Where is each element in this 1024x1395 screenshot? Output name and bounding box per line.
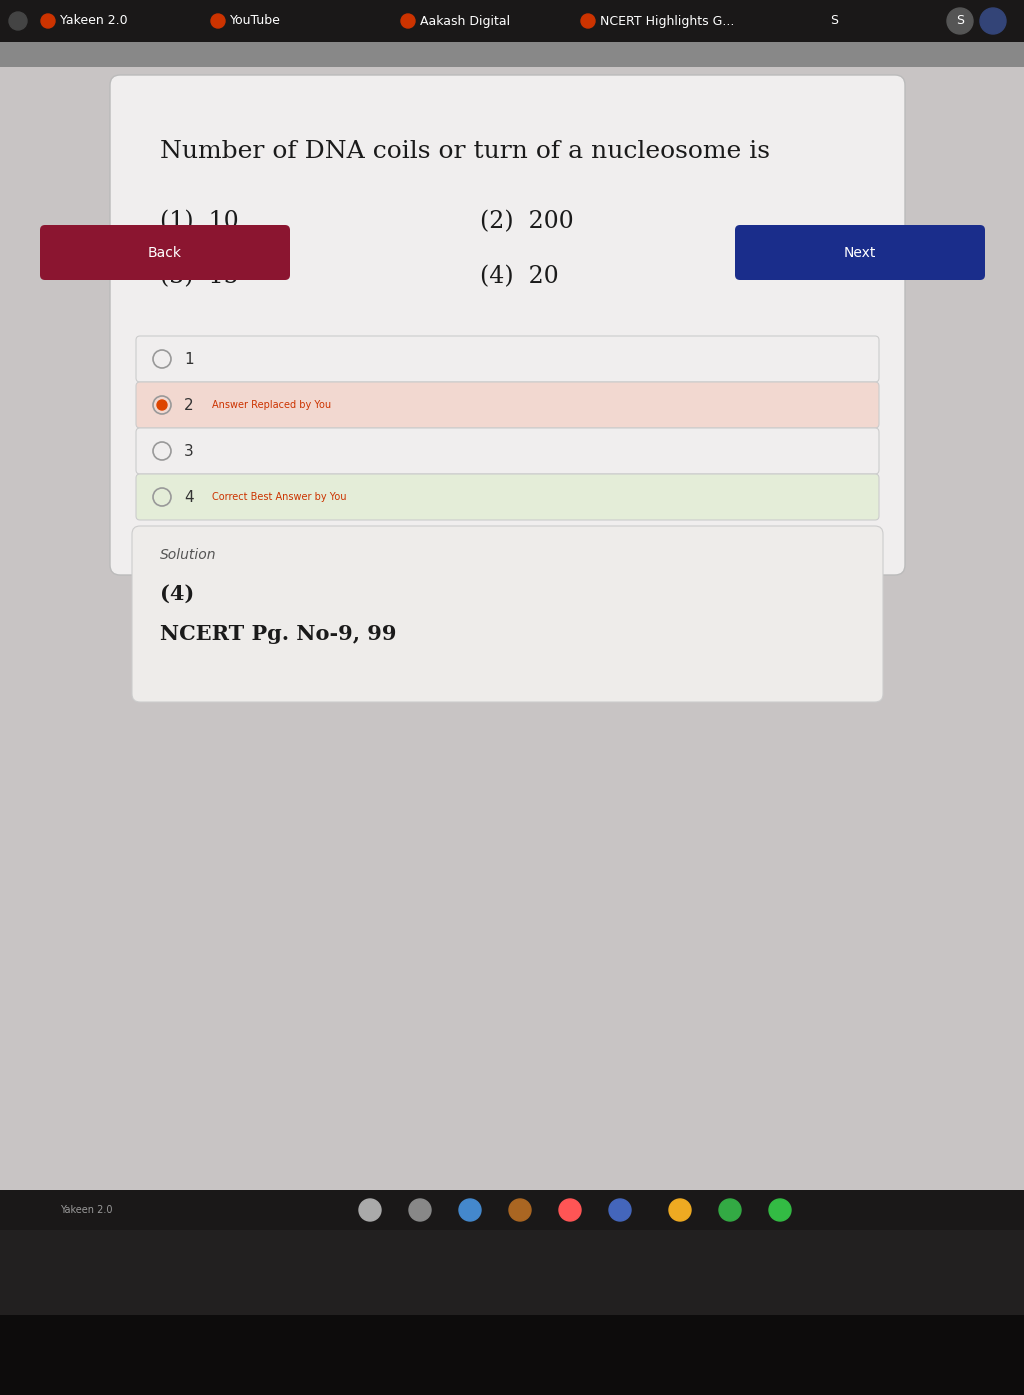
- Circle shape: [669, 1198, 691, 1221]
- Text: Yakeen 2.0: Yakeen 2.0: [60, 1205, 113, 1215]
- FancyBboxPatch shape: [110, 75, 905, 575]
- FancyBboxPatch shape: [132, 526, 883, 702]
- Circle shape: [559, 1198, 581, 1221]
- Bar: [0, 1200, 1024, 1395]
- Bar: [0, 1230, 1024, 1315]
- Text: (2)  200: (2) 200: [480, 211, 573, 233]
- Circle shape: [401, 14, 415, 28]
- Circle shape: [609, 1198, 631, 1221]
- Circle shape: [359, 1198, 381, 1221]
- Circle shape: [459, 1198, 481, 1221]
- Text: (4): (4): [160, 585, 195, 604]
- Circle shape: [409, 1198, 431, 1221]
- Text: Next: Next: [844, 246, 877, 259]
- Text: Solution: Solution: [160, 548, 216, 562]
- Text: NCERT Pg. No-9, 99: NCERT Pg. No-9, 99: [160, 624, 396, 644]
- Bar: [0, 0, 1024, 1200]
- FancyBboxPatch shape: [136, 336, 879, 382]
- Text: Aakash Digital: Aakash Digital: [420, 14, 510, 28]
- Text: Correct Best Answer by You: Correct Best Answer by You: [212, 492, 346, 502]
- Circle shape: [980, 8, 1006, 33]
- Circle shape: [947, 8, 973, 33]
- Bar: [0, 1315, 1024, 1395]
- Text: 4: 4: [184, 490, 194, 505]
- Text: Number of DNA coils or turn of a nucleosome is: Number of DNA coils or turn of a nucleos…: [160, 140, 770, 163]
- Text: YouTube: YouTube: [230, 14, 281, 28]
- Text: S: S: [956, 14, 964, 28]
- Text: 3: 3: [184, 444, 194, 459]
- Circle shape: [509, 1198, 531, 1221]
- FancyBboxPatch shape: [40, 225, 290, 280]
- Text: NCERT Highlights G...: NCERT Highlights G...: [600, 14, 734, 28]
- FancyBboxPatch shape: [136, 474, 879, 520]
- Text: Back: Back: [148, 246, 182, 259]
- Circle shape: [211, 14, 225, 28]
- FancyBboxPatch shape: [136, 382, 879, 428]
- Bar: [0, 42, 1024, 67]
- FancyBboxPatch shape: [136, 428, 879, 474]
- Text: Yakeen 2.0: Yakeen 2.0: [60, 14, 128, 28]
- Text: 1: 1: [184, 352, 194, 367]
- Circle shape: [9, 13, 27, 31]
- FancyBboxPatch shape: [735, 225, 985, 280]
- Bar: [0, 0, 1024, 42]
- Circle shape: [719, 1198, 741, 1221]
- Bar: [0, 1215, 1024, 1315]
- Circle shape: [157, 400, 167, 410]
- Circle shape: [41, 14, 55, 28]
- Text: S: S: [830, 14, 838, 28]
- Bar: [0, 1190, 1024, 1230]
- Circle shape: [581, 14, 595, 28]
- Text: (4)  20: (4) 20: [480, 265, 559, 287]
- Text: (1)  10: (1) 10: [160, 211, 239, 233]
- Text: 2: 2: [184, 398, 194, 413]
- Circle shape: [769, 1198, 791, 1221]
- Text: (3)  15: (3) 15: [160, 265, 239, 287]
- Text: Answer Replaced by You: Answer Replaced by You: [212, 400, 331, 410]
